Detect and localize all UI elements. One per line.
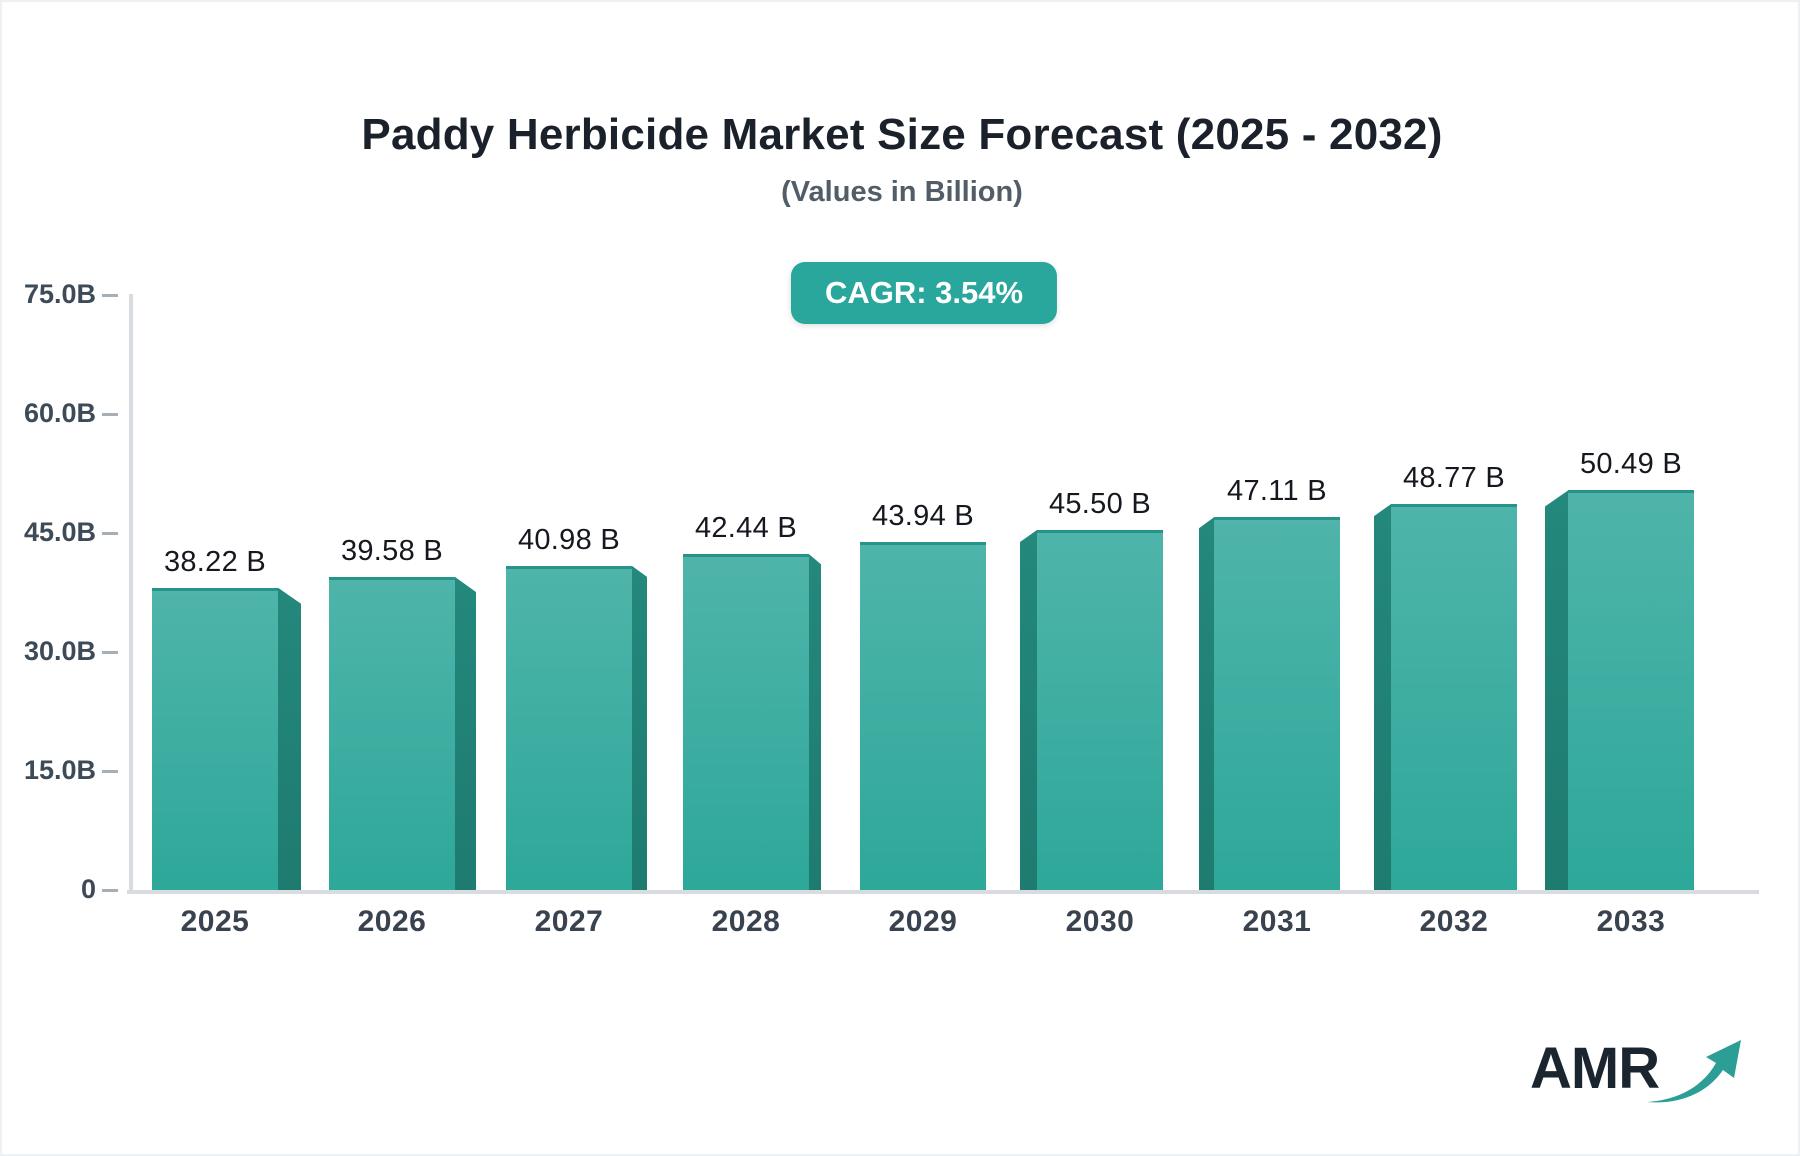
chart-subtitle: (Values in Billion) bbox=[781, 176, 1023, 208]
bar-value-label: 47.11 B bbox=[1227, 475, 1327, 508]
bar-side-face bbox=[632, 565, 647, 890]
y-tick-mark bbox=[102, 294, 118, 297]
y-tick-label: 0 bbox=[80, 874, 96, 904]
y-tick-mark bbox=[102, 770, 118, 773]
amr-logo-text: AMR bbox=[1530, 1036, 1660, 1101]
bar-value-label: 40.98 B bbox=[517, 523, 621, 556]
x-tick-label: 2027 bbox=[534, 905, 604, 938]
bar-side-face bbox=[455, 576, 476, 890]
bar-value-label: 48.77 B bbox=[1402, 462, 1506, 495]
y-tick-label: 30.0B bbox=[23, 636, 96, 666]
bar-side-face bbox=[1545, 490, 1568, 890]
bar-2029 bbox=[860, 542, 986, 890]
y-tick-label: 75.0B bbox=[23, 279, 96, 309]
y-tick-mark bbox=[102, 413, 118, 416]
amr-logo: AMR bbox=[1530, 1040, 1745, 1110]
bar-side-face bbox=[278, 587, 301, 890]
x-tick-label: 2028 bbox=[711, 905, 781, 938]
bar-value-label: 45.50 B bbox=[1048, 488, 1152, 521]
y-tick-mark bbox=[102, 889, 118, 892]
bar-2031 bbox=[1214, 517, 1340, 890]
bar-2027 bbox=[506, 565, 632, 890]
bar-value-label: 43.94 B bbox=[871, 500, 975, 533]
y-axis-line bbox=[129, 294, 133, 891]
bar-side-face bbox=[1199, 517, 1214, 890]
y-tick-label: 15.0B bbox=[23, 755, 96, 785]
x-tick-label: 2031 bbox=[1242, 905, 1312, 938]
bar-2025 bbox=[152, 587, 278, 890]
bar-value-label: 42.44 B bbox=[694, 512, 798, 545]
x-tick-label: 2029 bbox=[888, 905, 958, 938]
x-axis-line bbox=[127, 890, 1759, 894]
x-tick-label: 2033 bbox=[1596, 905, 1666, 938]
x-tick-label: 2032 bbox=[1419, 905, 1489, 938]
bar-side-face bbox=[809, 554, 821, 890]
y-tick-mark bbox=[102, 651, 118, 654]
x-tick-label: 2030 bbox=[1065, 905, 1135, 938]
y-tick-label: 45.0B bbox=[23, 517, 96, 547]
growth-arrow-icon bbox=[1647, 1040, 1742, 1103]
x-tick-label: 2026 bbox=[357, 905, 427, 938]
bar-2026 bbox=[329, 576, 455, 890]
bar-2032 bbox=[1391, 504, 1517, 890]
bar-value-label: 39.58 B bbox=[340, 534, 444, 567]
bar-side-face bbox=[1374, 504, 1391, 890]
bar-side-face bbox=[1020, 530, 1037, 890]
bar-2028 bbox=[683, 554, 809, 890]
bar-value-label: 50.49 B bbox=[1579, 448, 1683, 481]
chart-title: Paddy Herbicide Market Size Forecast (20… bbox=[361, 110, 1443, 159]
cagr-badge: CAGR: 3.54% bbox=[790, 262, 1058, 324]
y-tick-label: 60.0B bbox=[23, 398, 96, 428]
bar-2033 bbox=[1568, 490, 1694, 890]
y-tick-mark bbox=[102, 532, 118, 535]
bar-value-label: 38.22 B bbox=[163, 545, 267, 578]
bar-2030 bbox=[1037, 530, 1163, 890]
x-tick-label: 2025 bbox=[180, 905, 250, 938]
